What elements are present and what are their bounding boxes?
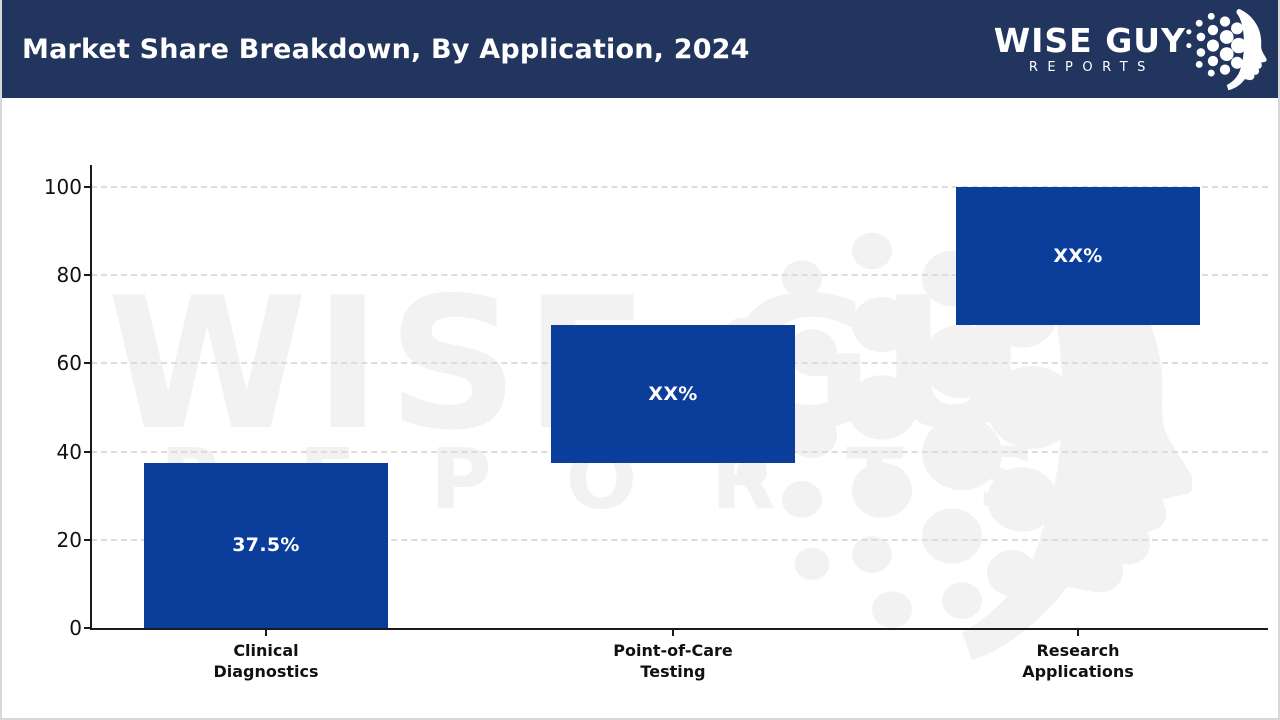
header-bar: Market Share Breakdown, By Application, … [2,0,1278,98]
category-label-line: Applications [1022,662,1134,681]
y-axis-tick-mark [84,538,91,541]
y-axis-line [90,165,92,630]
x-axis-line [91,628,1268,630]
gridline [91,538,1268,541]
y-axis-tick-label: 80 [56,263,82,288]
bar-segment: XX% [956,187,1200,325]
y-axis-tick-label: 100 [43,175,82,199]
bar-segment: XX% [551,324,795,463]
bar-value-label: XX% [648,382,698,405]
bar-value-label: XX% [1053,244,1103,267]
x-axis-tick-mark [265,630,267,636]
x-axis-tick-mark [672,630,674,636]
x-axis-category-label: Research Applications [1022,640,1134,682]
logo-subtitle: REPORTS [1028,60,1155,75]
x-axis-category-label: Clinical Diagnostics [213,640,318,682]
category-label-line: Research [1036,641,1120,660]
category-label-line: Clinical [233,641,299,660]
y-axis-tick-mark [84,450,91,453]
category-label-line: Testing [640,662,706,681]
logo-wordmark: WISE GUY [993,21,1186,60]
x-axis-tick-mark [1077,630,1079,636]
y-axis-tick-label: 40 [56,439,82,464]
plot-area: 0 20 40 60 80 100 37.5% Clinical Diagnostics XX% P… [2,98,1278,718]
gridline [91,274,1268,277]
dotted-head-profile-icon [1186,8,1267,91]
category-label-line: Point-of-Care [613,641,733,660]
y-axis-tick-mark [84,274,91,277]
bar-value-label: 37.5% [232,534,300,557]
bar-segment: 37.5% [144,462,388,628]
y-axis-tick-mark [84,362,91,365]
y-axis-tick-mark [84,186,91,188]
logo-text: WISE GUY REPORTS [994,24,1186,74]
y-axis-tick-label: 0 [69,616,82,640]
y-axis-tick-mark [84,627,91,629]
y-axis-tick-label: 60 [56,351,82,376]
x-axis-category-label: Point-of-Care Testing [613,640,732,682]
category-label-line: Diagnostics [213,662,319,681]
wise-guy-reports-logo: WISE GUY REPORTS [994,6,1268,92]
chart-title: Market Share Breakdown, By Application, … [22,33,750,65]
gridline [91,186,1268,188]
y-axis-tick-label: 20 [56,527,82,552]
